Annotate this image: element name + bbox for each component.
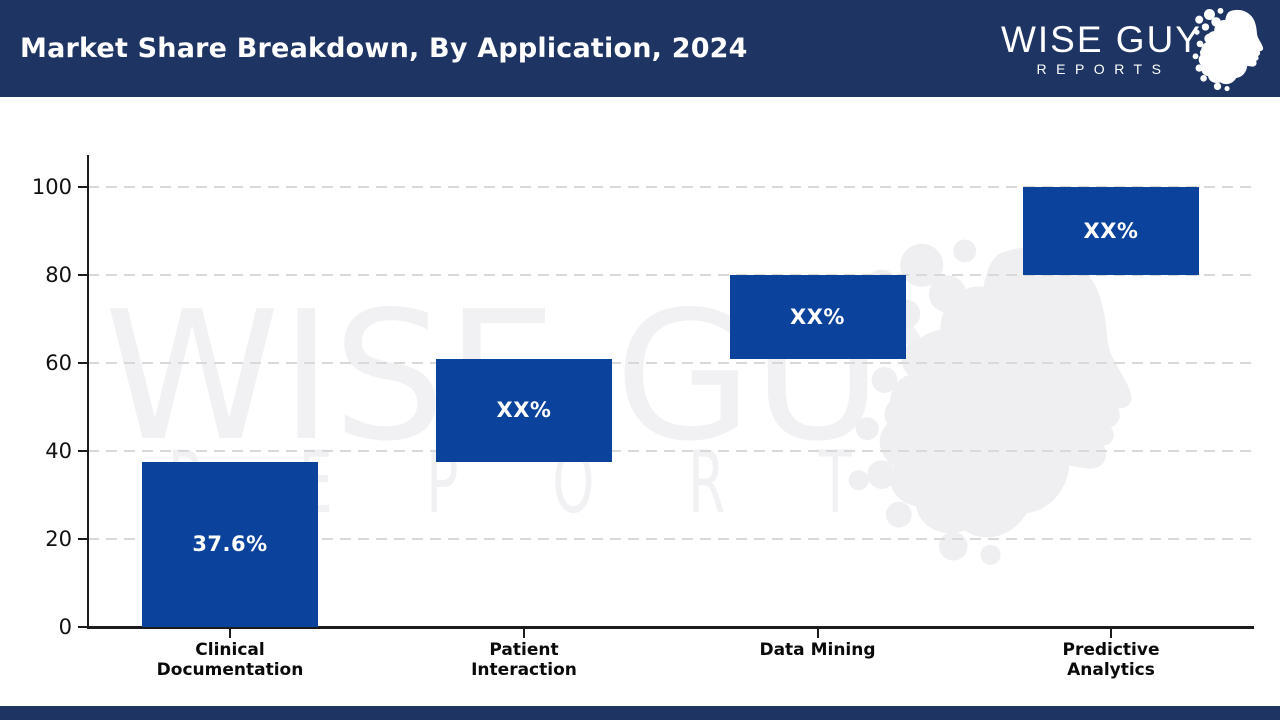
x-tick-label-patient-interaction: Patient Interaction [374, 640, 674, 680]
gridline-60 [88, 362, 1253, 364]
bar-value-label: 37.6% [192, 532, 268, 557]
y-tick-mark-0 [78, 626, 87, 628]
bar-patient-interaction: XX% [436, 358, 612, 462]
x-tick-mark-3 [1110, 629, 1112, 638]
y-tick-label-40: 40 [45, 439, 72, 463]
y-tick-label-100: 100 [31, 175, 72, 199]
y-tick-label-80: 80 [45, 263, 72, 287]
brand-logo-face-icon [1192, 7, 1264, 92]
x-tick-mark-1 [523, 629, 525, 638]
x-tick-label-line: Interaction [471, 660, 577, 680]
bar-data-mining: XX% [729, 275, 906, 359]
y-tick-label-20: 20 [45, 527, 72, 551]
bar-clinical-documentation: 37.6% [142, 461, 318, 627]
x-tick-label-line: Data Mining [759, 640, 876, 660]
x-axis-line [87, 626, 1254, 629]
x-tick-label-line: Documentation [156, 660, 304, 680]
x-tick-mark-0 [229, 629, 231, 638]
x-tick-label-line: Clinical [195, 640, 265, 660]
y-tick-mark-20 [78, 538, 87, 540]
x-tick-label-predictive-analytics: Predictive Analytics [961, 640, 1261, 680]
bar-value-label: XX% [496, 398, 552, 423]
x-tick-mark-2 [816, 629, 819, 638]
y-tick-mark-100 [78, 186, 87, 188]
gridline-40 [88, 450, 1253, 452]
bar-predictive-analytics: XX% [1023, 187, 1199, 275]
x-tick-label-clinical-documentation: Clinical Documentation [80, 640, 380, 680]
y-tick-label-0: 0 [58, 615, 72, 639]
y-axis-line [87, 155, 89, 629]
x-tick-label-line: Predictive [1062, 640, 1160, 660]
brand-logo-wordmark: WISE GUY [1000, 19, 1202, 60]
page-title: Market Share Breakdown, By Application, … [20, 33, 748, 64]
brand-logo: WISE GUY REPORTS [1001, 4, 1272, 94]
y-tick-label-60: 60 [45, 351, 72, 375]
x-tick-label-data-mining: Data Mining [668, 640, 968, 660]
y-tick-mark-40 [78, 450, 87, 452]
gridline-20 [88, 538, 1253, 540]
gridline-100 [88, 186, 1253, 188]
watermark-face-icon [848, 239, 1132, 565]
gridline-80 [88, 274, 1253, 276]
x-tick-label-line: Patient [489, 640, 559, 660]
brand-logo-reports-text: REPORTS [1036, 61, 1171, 77]
header-bar: Market Share Breakdown, By Application, … [0, 0, 1280, 97]
bar-value-label: XX% [790, 304, 845, 329]
bar-value-label: XX% [1083, 219, 1139, 243]
brand-logo-text: WISE GUY REPORTS [1001, 21, 1202, 77]
footer-bar [0, 706, 1280, 720]
y-tick-mark-80 [78, 274, 87, 276]
x-tick-label-line: Analytics [1067, 660, 1155, 680]
y-tick-mark-60 [78, 362, 87, 364]
